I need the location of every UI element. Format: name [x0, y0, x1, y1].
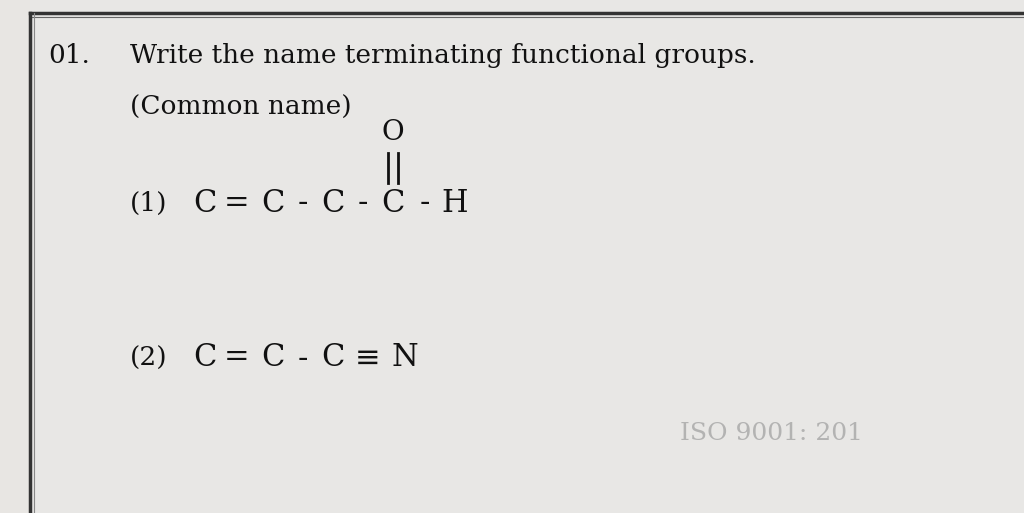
Text: C: C — [194, 343, 217, 373]
Text: -: - — [357, 187, 369, 219]
Text: C: C — [322, 187, 345, 219]
Text: C: C — [261, 343, 285, 373]
Text: -: - — [420, 187, 430, 219]
Text: C: C — [194, 187, 217, 219]
Text: =: = — [224, 343, 250, 373]
Text: H: H — [441, 187, 468, 219]
Text: N: N — [391, 343, 419, 373]
Text: Write the name terminating functional groups.: Write the name terminating functional gr… — [130, 43, 756, 68]
Text: C: C — [261, 187, 285, 219]
Text: C: C — [322, 343, 345, 373]
Text: 01.: 01. — [48, 43, 90, 68]
Text: ISO 9001: 201: ISO 9001: 201 — [680, 422, 863, 444]
Text: -: - — [298, 343, 308, 373]
Text: (2): (2) — [130, 345, 168, 370]
Text: ≡: ≡ — [354, 343, 380, 373]
Text: =: = — [224, 187, 250, 219]
FancyBboxPatch shape — [30, 0, 1024, 513]
Text: O: O — [382, 120, 404, 147]
Text: (Common name): (Common name) — [130, 95, 351, 120]
Text: C: C — [381, 187, 404, 219]
Text: (1): (1) — [130, 190, 168, 215]
Text: -: - — [298, 187, 308, 219]
